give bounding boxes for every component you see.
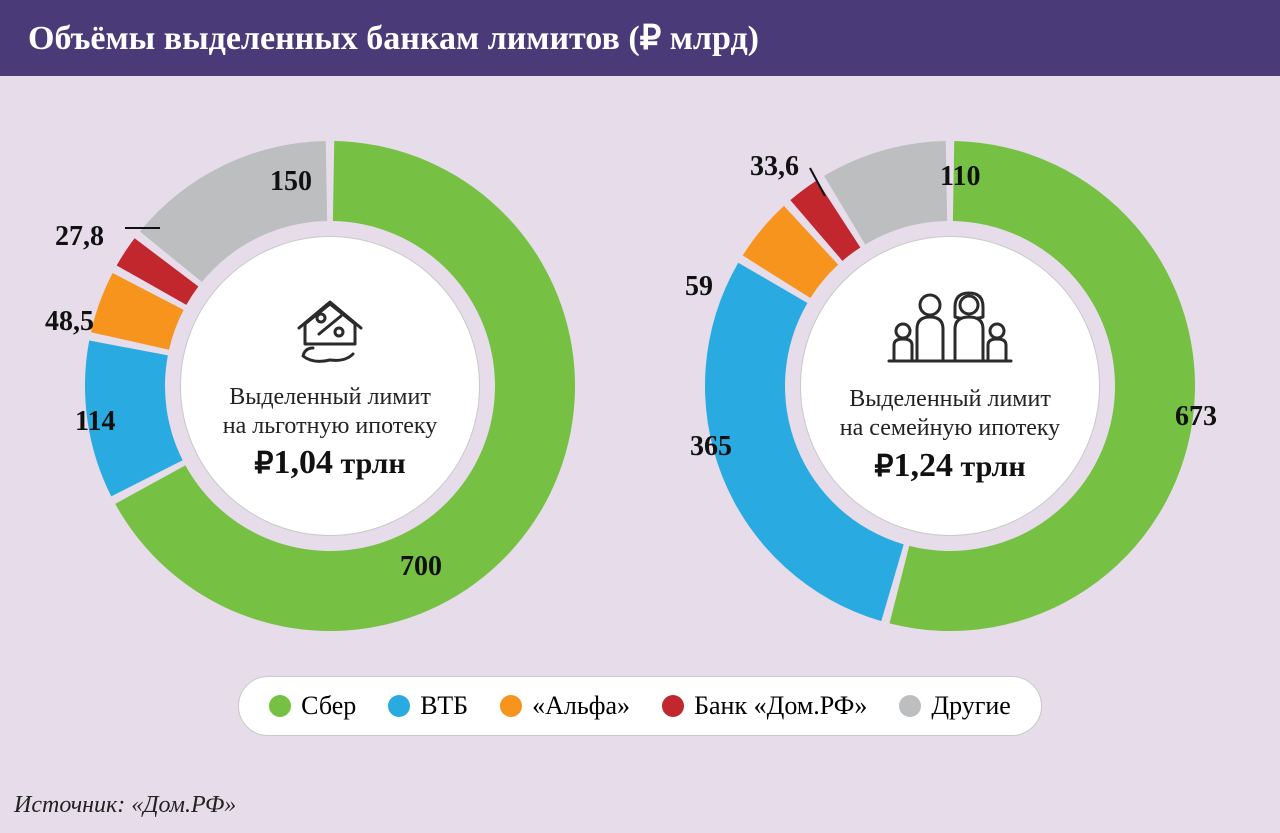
slice-label-domrf: 33,6 (750, 151, 799, 183)
page-title: Объёмы выделенных банкам лимитов (₽ млрд… (28, 20, 759, 57)
legend-label: Другие (931, 691, 1011, 721)
legend-dot-icon (899, 695, 921, 717)
legend-dot-icon (269, 695, 291, 717)
slice-label-domrf: 27,8 (55, 221, 104, 253)
legend-label: ВТБ (420, 691, 468, 721)
legend-dot-icon (500, 695, 522, 717)
center-line2: на семейную ипотеку (840, 414, 1060, 443)
slice-label-alfa: 59 (685, 271, 713, 303)
center-value: ₽1,04 трлн (254, 444, 405, 482)
slice-label-alfa: 48,5 (45, 306, 94, 338)
slice-label-sber: 673 (1175, 401, 1217, 433)
slice-label-other: 110 (940, 161, 980, 193)
center-disc: Выделенный лимит на семейную ипотеку ₽1,… (800, 236, 1100, 536)
house-percent-icon (285, 290, 375, 370)
legend-item-sber: Сбер (269, 691, 356, 721)
legend-item-alfa: «Альфа» (500, 691, 630, 721)
center-icon (885, 287, 1015, 377)
center-line2: на льготную ипотеку (223, 412, 437, 441)
donut-chart-right: Выделенный лимит на семейную ипотеку ₽1,… (670, 106, 1230, 666)
legend-item-vtb: ВТБ (388, 691, 468, 721)
legend-label: Банк «Дом.РФ» (694, 691, 867, 721)
legend-dot-icon (388, 695, 410, 717)
legend-dot-icon (662, 695, 684, 717)
legend-item-other: Другие (899, 691, 1011, 721)
center-icon (285, 290, 375, 375)
legend: Сбер ВТБ «Альфа» Банк «Дом.РФ» Другие (238, 676, 1042, 736)
center-line1: Выделенный лимит (229, 383, 431, 412)
center-line1: Выделенный лимит (849, 385, 1051, 414)
slice-label-sber: 700 (400, 551, 442, 583)
slice-label-vtb: 365 (690, 431, 732, 463)
family-icon (885, 287, 1015, 372)
header-bar: Объёмы выделенных банкам лимитов (₽ млрд… (0, 0, 1280, 76)
slice-label-vtb: 114 (75, 406, 115, 438)
charts-area: Выделенный лимит на льготную ипотеку ₽1,… (0, 76, 1280, 676)
legend-item-domrf: Банк «Дом.РФ» (662, 691, 867, 721)
legend-label: «Альфа» (532, 691, 630, 721)
source-text: Источник: «Дом.РФ» (14, 792, 236, 819)
slice-label-other: 150 (270, 166, 312, 198)
center-value: ₽1,24 трлн (874, 447, 1025, 485)
legend-label: Сбер (301, 691, 356, 721)
donut-chart-left: Выделенный лимит на льготную ипотеку ₽1,… (50, 106, 610, 666)
center-disc: Выделенный лимит на льготную ипотеку ₽1,… (180, 236, 480, 536)
